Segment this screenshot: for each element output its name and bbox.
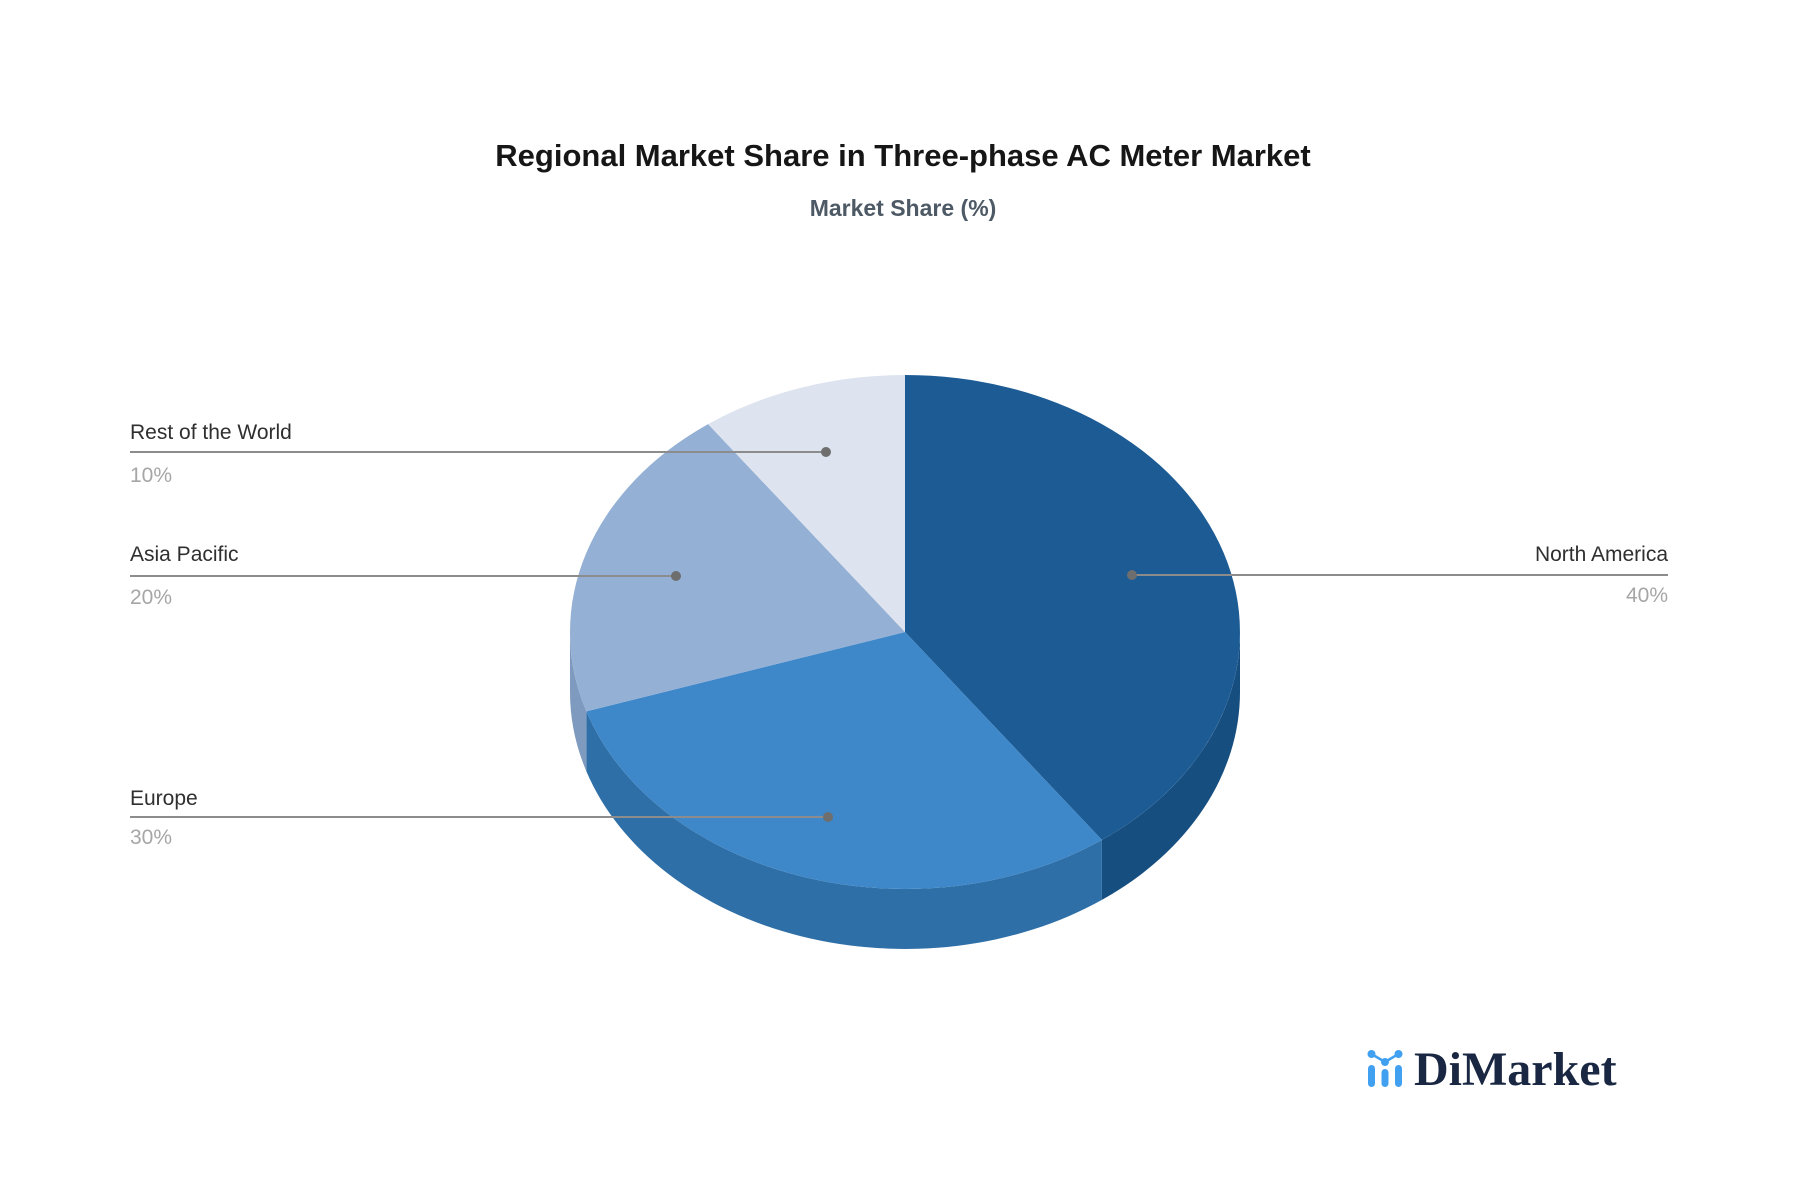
label-europe: Europe <box>130 787 198 810</box>
label-asia-pacific: Asia Pacific <box>130 543 239 566</box>
leader-dot-rest-of-the-world <box>821 447 831 457</box>
leader-dot-asia-pacific <box>671 571 681 581</box>
pie-slice-europe[interactable] <box>586 632 1102 889</box>
brand-logo: DiMarket <box>1364 1042 1644 1102</box>
label-rest-of-the-world: Rest of the World <box>130 421 292 444</box>
leader-line-north-america <box>1132 574 1668 576</box>
value-europe: 30% <box>130 826 173 849</box>
chart-title: Regional Market Share in Three-phase AC … <box>495 138 1311 173</box>
pie-slice-side-europe <box>586 711 1102 949</box>
value-rest-of-the-world: 10% <box>130 464 173 487</box>
pie-slice-asia-pacific[interactable] <box>570 424 905 712</box>
leader-line-asia-pacific <box>130 575 676 577</box>
value-asia-pacific: 20% <box>130 586 173 609</box>
leader-line-europe <box>130 816 828 818</box>
leader-dot-north-america <box>1127 570 1137 580</box>
leader-line-rest-of-the-world <box>130 451 826 453</box>
value-north-america: 40% <box>1625 584 1668 607</box>
brand-name: DiMarket <box>1414 1043 1617 1096</box>
pie-slice-side-asia-pacific <box>570 632 587 772</box>
leader-dot-europe <box>823 812 833 822</box>
pie-slice-side-north-america <box>1101 632 1240 900</box>
chart-subtitle: Market Share (%) <box>809 195 997 221</box>
bar-line-chart-icon <box>1367 1050 1403 1087</box>
pie-slice-rest-of-the-world[interactable] <box>708 375 905 632</box>
pie-slice-north-america[interactable] <box>905 375 1240 840</box>
label-north-america: North America <box>1534 543 1668 566</box>
